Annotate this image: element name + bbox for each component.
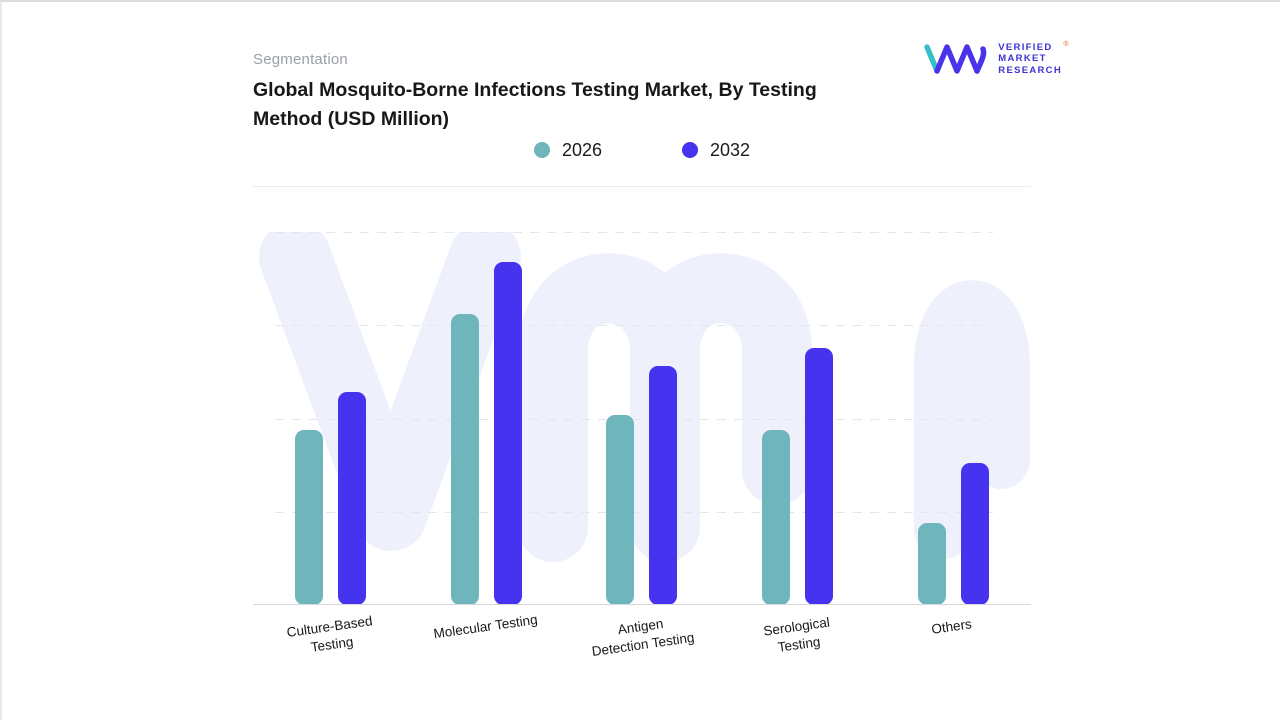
- x-tick-label-others: Others: [874, 607, 1033, 663]
- bar-2026-others: [917, 522, 946, 605]
- chart-area: [253, 232, 1031, 605]
- bar-2032-molecular-testing: [493, 261, 522, 605]
- bar-group-molecular-testing: [409, 232, 565, 605]
- logo-line-market: MARKET: [998, 53, 1047, 65]
- bar-group-culture-based-testing: [253, 232, 409, 605]
- x-tick-label-culture-based-testing: Culture-Based Testing: [251, 607, 410, 663]
- gridline: [275, 232, 993, 233]
- gridline: [275, 418, 993, 420]
- gridline: [275, 325, 993, 327]
- legend-label: 2026: [561, 139, 602, 160]
- bar-2026-antigen-detection-testing: [606, 414, 635, 605]
- divider-line: [253, 186, 1031, 187]
- x-tick-label-serological-testing: Serological Testing: [718, 607, 877, 663]
- plot-area: [253, 232, 1031, 605]
- x-tick-label-antigen-detection-testing: Antigen Detection Testing: [563, 607, 722, 663]
- logo-line-verified: VERIFIED ®: [998, 40, 1070, 53]
- legend-item-2026: 2026: [533, 139, 602, 161]
- legend-dot-icon: [533, 142, 550, 158]
- vmr-logo: VERIFIED ® MARKET RESEARCH: [922, 40, 1070, 78]
- section-eyebrow: Segmentation: [253, 51, 348, 68]
- vmr-logo-text: VERIFIED ® MARKET RESEARCH: [998, 40, 1070, 77]
- bar-2026-serological-testing: [762, 429, 791, 605]
- chart-title: Global Mosquito-Borne Infections Testing…: [253, 76, 817, 134]
- bar-group-serological-testing: [720, 232, 876, 605]
- x-tick-label-molecular-testing: Molecular Testing: [407, 607, 566, 663]
- chart-title-line-1: Global Mosquito-Borne Infections Testing…: [253, 79, 817, 101]
- logo-line-research: RESEARCH: [998, 64, 1062, 76]
- bar-2032-serological-testing: [805, 347, 834, 605]
- bar-2026-molecular-testing: [450, 314, 479, 605]
- bar-2032-others: [960, 463, 989, 605]
- registered-mark: ®: [1063, 40, 1070, 48]
- bar-2032-antigen-detection-testing: [649, 366, 678, 605]
- x-tick-label-line: Others: [930, 616, 974, 637]
- bar-2026-culture-based-testing: [295, 429, 324, 605]
- legend-item-2032: 2032: [682, 140, 750, 161]
- bar-2032-culture-based-testing: [338, 392, 367, 605]
- legend-dot-icon: [682, 142, 698, 158]
- legend: 2026 2032: [253, 137, 1031, 163]
- bar-group-others: [875, 232, 1031, 605]
- x-axis-line: [253, 604, 1031, 605]
- vmr-logo-icon: [924, 44, 987, 74]
- legend-label: 2032: [710, 139, 751, 160]
- bar-group-antigen-detection-testing: [564, 232, 720, 605]
- x-axis-labels: Culture-Based Testing Molecular Testing Ant…: [253, 612, 1031, 659]
- x-tick-label-line: Molecular Testing: [432, 611, 539, 642]
- chart-title-line-2: Method (USD Million): [253, 108, 450, 130]
